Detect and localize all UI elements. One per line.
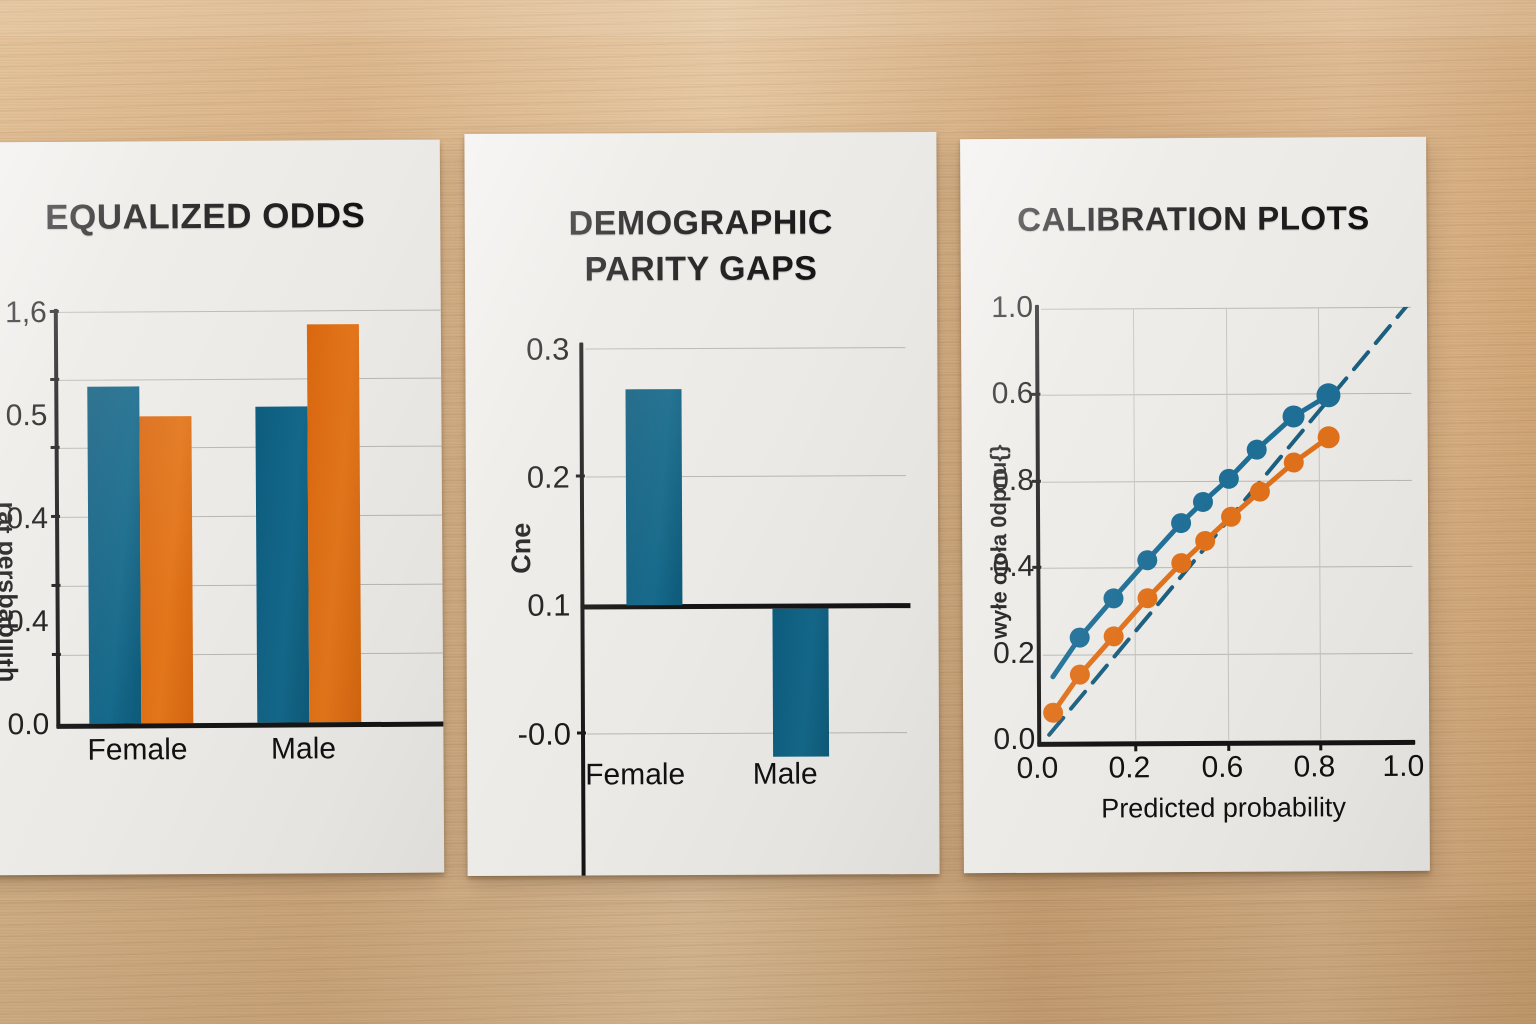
y-tick [51, 652, 61, 656]
y-tick-label: 0.2 [526, 459, 570, 495]
y-tick [50, 377, 60, 381]
plot-area-equalized-odds [49, 308, 445, 729]
y-tick-label: 0.5 [5, 398, 48, 433]
y-tick-label: -0.0 [517, 716, 572, 752]
page-title-demographic-parity-line2: PARITY GAPS [584, 249, 818, 289]
page-title-demographic-parity-line1: DEMOGRAPHIC [568, 203, 833, 243]
card-demographic-parity[interactable]: DEMOGRAPHIC PARITY GAPS 0.3 0.2 0.1 [464, 131, 940, 877]
series-line-blue [1050, 392, 1331, 680]
series-markers-blue [1069, 383, 1341, 648]
x-tick-label-female: Female [585, 758, 686, 792]
x-tick [1227, 742, 1231, 751]
y-axis-label-demographic-parity: Cne [506, 522, 537, 574]
y-tick [576, 731, 587, 735]
calibration-curves-svg [1043, 306, 1413, 737]
gridline [587, 732, 908, 735]
y-tick-label: 0.0 [7, 707, 50, 742]
bar-female-orange[interactable] [139, 416, 194, 724]
y-tick-label: 1.0 [991, 290, 1034, 325]
x-tick-label: 1.0 [1382, 749, 1425, 784]
y-axis-label-calibration: wyłe ojoła 0dpnu{} [985, 444, 1012, 640]
x-tick-label: 0.8 [1293, 750, 1336, 784]
bar-female-blue[interactable] [87, 386, 142, 724]
x-tick-label: 0.0 [1016, 751, 1059, 785]
y-tick [50, 445, 60, 449]
x-tick-label-male: Male [270, 732, 337, 766]
y-tick-label: 1,6 [4, 295, 47, 330]
card-calibration[interactable]: CALIBRATION PLOTS [960, 136, 1430, 874]
x-tick-label-male: Male [752, 757, 818, 791]
y-tick [51, 583, 61, 587]
y-tick [49, 309, 59, 313]
gridline [59, 377, 442, 381]
bar-female-gap[interactable] [625, 389, 683, 606]
page-title-calibration: CALIBRATION PLOTS [1017, 199, 1370, 238]
bar-male-blue[interactable] [255, 406, 310, 723]
series-markers-orange [1043, 426, 1340, 723]
series-line-orange [1050, 434, 1332, 716]
y-tick-label: 0.1 [527, 587, 571, 623]
bar-male-orange[interactable] [306, 324, 362, 723]
x-tick-label-female: Female [87, 733, 188, 767]
gridline [58, 309, 441, 313]
plot-area-demographic-parity [575, 342, 911, 877]
y-tick [51, 514, 61, 518]
x-axis-label-calibration: Predicted probability [1101, 792, 1346, 824]
x-axis-line [56, 721, 445, 729]
y-tick-label: 0.6 [991, 376, 1034, 411]
y-axis-label-equalized-odds: ɥʇılıqɐqsɹǝd ʇɐɹ [0, 501, 20, 683]
x-tick [1319, 742, 1323, 751]
y-tick-label: 0.2 [992, 636, 1035, 671]
y-tick-label: 0.3 [526, 331, 570, 367]
y-tick [575, 474, 585, 478]
page-title-equalized-odds: EQUALIZED ODDS [45, 196, 366, 237]
x-tick-label: 0.2 [1108, 751, 1151, 785]
bar-male-gap[interactable] [772, 608, 830, 757]
x-tick [1134, 743, 1138, 752]
plot-area-calibration [1031, 304, 1416, 752]
x-axis-line [1037, 739, 1416, 747]
card-equalized-odds[interactable]: EQUALIZED ODDS [0, 139, 445, 876]
x-tick-label: 0.6 [1201, 750, 1244, 784]
gridline [585, 347, 906, 350]
